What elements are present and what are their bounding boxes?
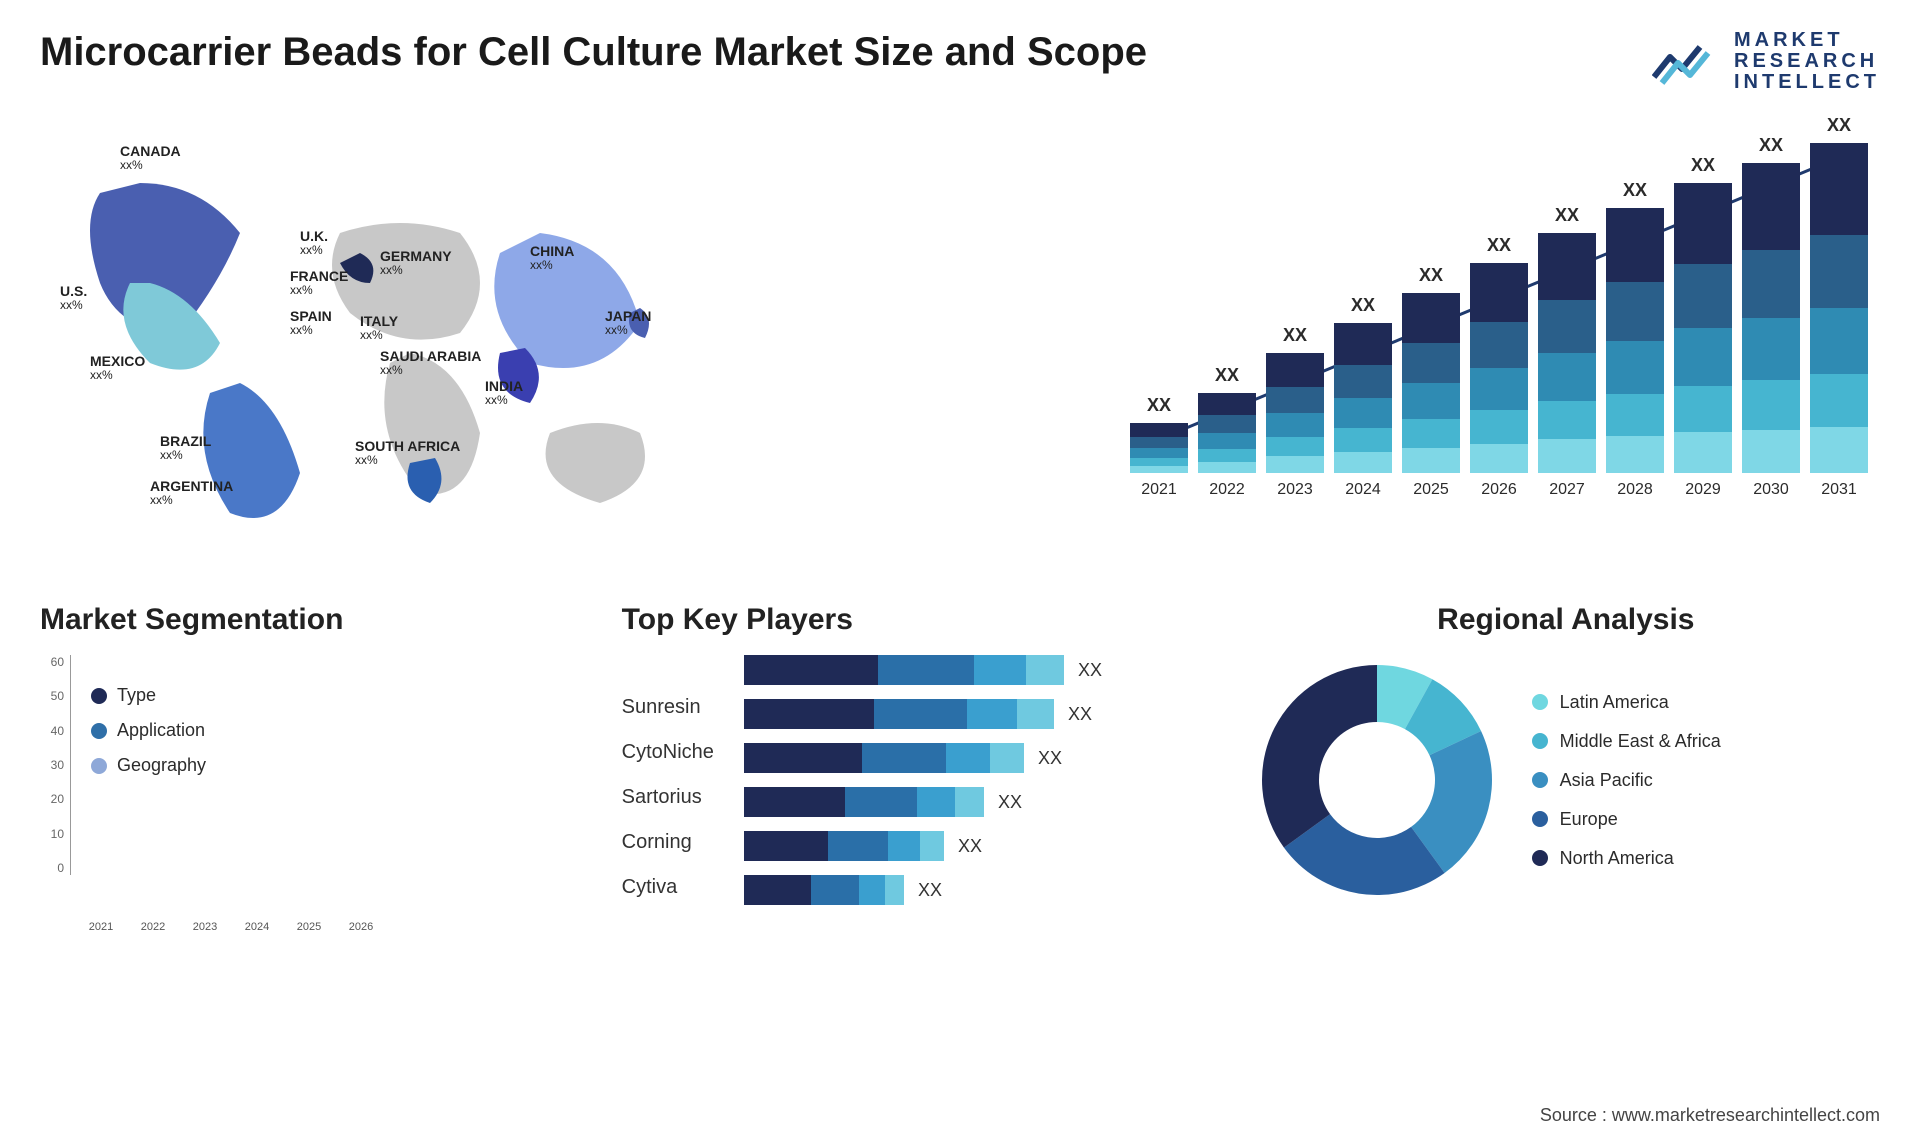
map-label-us: U.S.xx% [60, 283, 87, 313]
kp-name: CytoNiche [622, 741, 714, 764]
kp-name: Cytiva [622, 876, 714, 899]
region-legend-item: Middle East & Africa [1532, 731, 1721, 752]
growth-year-label: 2025 [1402, 481, 1460, 499]
growth-bar-2024: XX [1334, 323, 1392, 473]
regional-panel: Regional Analysis Latin America Middle Ea… [1252, 603, 1880, 933]
growth-bar-label: XX [1810, 115, 1868, 136]
growth-x-axis: 2021 2022 2023 2024 2025 2026 2027 2028 2029 2030… [1120, 473, 1880, 499]
growth-year-label: 2023 [1266, 481, 1324, 499]
growth-bar-label: XX [1266, 325, 1324, 346]
growth-bar-2028: XX [1606, 208, 1664, 473]
growth-year-label: 2021 [1130, 481, 1188, 499]
regional-title: Regional Analysis [1252, 603, 1880, 637]
growth-bar-2023: XX [1266, 353, 1324, 473]
growth-year-label: 2028 [1606, 481, 1664, 499]
regional-legend: Latin America Middle East & Africa Asia Pa… [1532, 692, 1721, 869]
regional-donut [1252, 655, 1502, 905]
growth-bar-label: XX [1742, 135, 1800, 156]
region-legend-item: Asia Pacific [1532, 770, 1721, 791]
growth-bar-label: XX [1674, 155, 1732, 176]
donut-slice [1262, 665, 1377, 848]
map-label-mexico: MEXICOxx% [90, 353, 145, 383]
kp-bar-row: XX [744, 787, 1102, 817]
growth-bar-label: XX [1470, 235, 1528, 256]
segmentation-y-axis: 6050403020100 [40, 655, 70, 875]
segmentation-title: Market Segmentation [40, 603, 572, 637]
logo-icon [1652, 37, 1722, 87]
growth-year-label: 2027 [1538, 481, 1596, 499]
map-label-india: INDIAxx% [485, 378, 523, 408]
map-label-southafrica: SOUTH AFRICAxx% [355, 438, 460, 468]
growth-year-label: 2022 [1198, 481, 1256, 499]
kp-name: Corning [622, 831, 714, 854]
growth-bar-2030: XX [1742, 163, 1800, 473]
world-map: CANADAxx% U.S.xx% MEXICOxx% BRAZILxx% ARGENT… [40, 133, 1080, 553]
growth-bar-label: XX [1198, 365, 1256, 386]
logo: MARKET RESEARCH INTELLECT [1652, 30, 1880, 93]
kp-name: Sunresin [622, 696, 714, 719]
segmentation-plot [70, 655, 71, 875]
source-text: Source : www.marketresearchintellect.com [1540, 1105, 1880, 1126]
map-label-china: CHINAxx% [530, 243, 574, 273]
growth-bar-2029: XX [1674, 183, 1732, 473]
growth-year-label: 2026 [1470, 481, 1528, 499]
seg-legend-geography: Geography [91, 755, 206, 776]
segmentation-chart: 6050403020100 [40, 655, 71, 915]
map-label-canada: CANADAxx% [120, 143, 181, 173]
growth-bar-2025: XX [1402, 293, 1460, 473]
key-players-names: Sunresin CytoNiche Sartorius Corning Cytiva [622, 655, 714, 905]
segmentation-panel: Market Segmentation 6050403020100 Type Ap… [40, 603, 572, 933]
growth-year-label: 2030 [1742, 481, 1800, 499]
growth-year-label: 2024 [1334, 481, 1392, 499]
key-players-panel: Top Key Players Sunresin CytoNiche Sartori… [622, 603, 1202, 933]
map-label-spain: SPAINxx% [290, 308, 332, 338]
top-row: CANADAxx% U.S.xx% MEXICOxx% BRAZILxx% ARGENT… [40, 133, 1880, 553]
map-label-italy: ITALYxx% [360, 313, 398, 343]
kp-bar-row: XX [744, 831, 1102, 861]
growth-bar-label: XX [1606, 180, 1664, 201]
kp-bar-row: XX [744, 743, 1102, 773]
kp-bar-row: XX [744, 875, 1102, 905]
growth-year-label: 2031 [1810, 481, 1868, 499]
growth-bar-2031: XX [1810, 143, 1868, 473]
growth-bar-label: XX [1334, 295, 1392, 316]
segmentation-x-axis: 202120222023202420252026 [40, 915, 572, 933]
map-label-argentina: ARGENTINAxx% [150, 478, 233, 508]
key-players-title: Top Key Players [622, 603, 1202, 637]
logo-text: MARKET RESEARCH INTELLECT [1734, 30, 1880, 93]
seg-legend-application: Application [91, 720, 206, 741]
growth-bar-2022: XX [1198, 393, 1256, 473]
seg-legend-type: Type [91, 685, 206, 706]
kp-bar-row: XX [744, 699, 1102, 729]
bottom-row: Market Segmentation 6050403020100 Type Ap… [40, 603, 1880, 933]
kp-name: Sartorius [622, 786, 714, 809]
map-label-saudiarabia: SAUDI ARABIAxx% [380, 348, 481, 378]
page-title: Microcarrier Beads for Cell Culture Mark… [40, 30, 1147, 75]
growth-chart: XXXXXXXXXXXXXXXXXXXXXX 20212022202320242… [1120, 133, 1880, 553]
growth-bar-2026: XX [1470, 263, 1528, 473]
header: Microcarrier Beads for Cell Culture Mark… [40, 30, 1880, 93]
map-label-brazil: BRAZILxx% [160, 433, 211, 463]
map-label-germany: GERMANYxx% [380, 248, 452, 278]
kp-bar-row: XX [744, 655, 1102, 685]
map-label-japan: JAPANxx% [605, 308, 651, 338]
growth-bar-2027: XX [1538, 233, 1596, 473]
growth-bar-2021: XX [1130, 423, 1188, 473]
growth-bar-label: XX [1402, 265, 1460, 286]
growth-bar-label: XX [1130, 395, 1188, 416]
map-label-uk: U.K.xx% [300, 228, 328, 258]
key-players-bars: XX XX XX XX XX XX [744, 655, 1102, 905]
region-legend-item: Latin America [1532, 692, 1721, 713]
growth-bar-label: XX [1538, 205, 1596, 226]
region-legend-item: Europe [1532, 809, 1721, 830]
region-legend-item: North America [1532, 848, 1721, 869]
growth-year-label: 2029 [1674, 481, 1732, 499]
map-label-france: FRANCExx% [290, 268, 348, 298]
segmentation-legend: Type Application Geography [91, 655, 206, 915]
